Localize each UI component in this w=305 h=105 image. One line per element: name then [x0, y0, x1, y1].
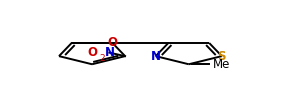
- Text: O: O: [87, 46, 97, 59]
- Text: N: N: [104, 46, 114, 59]
- Text: N: N: [151, 50, 161, 63]
- Text: O: O: [107, 37, 117, 49]
- Text: 2: 2: [99, 54, 105, 63]
- Text: S: S: [217, 50, 226, 63]
- Text: Me: Me: [213, 58, 230, 71]
